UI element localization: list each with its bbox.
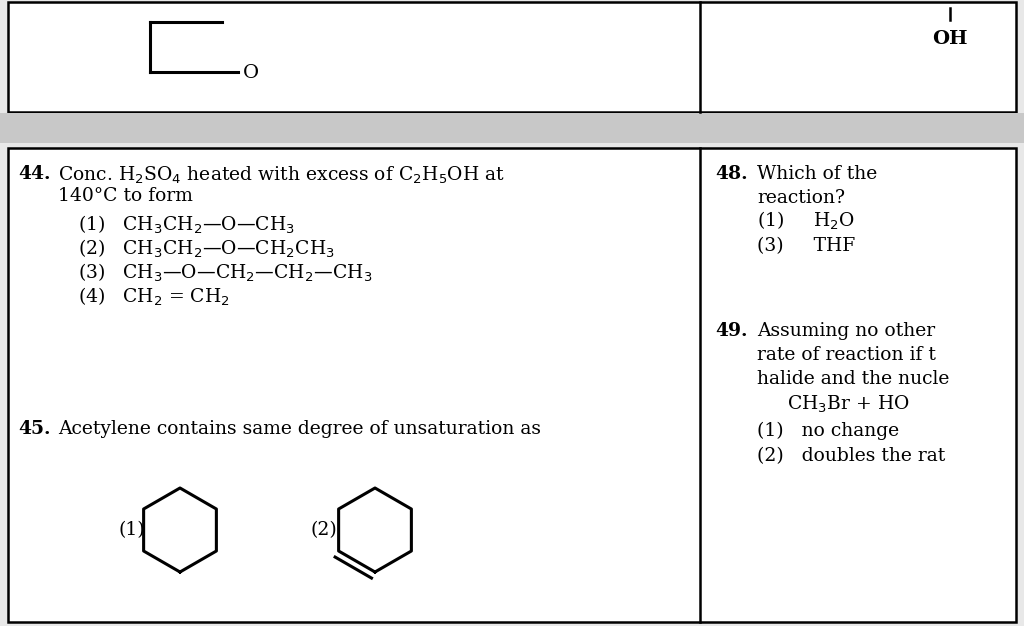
- Text: Which of the: Which of the: [757, 165, 878, 183]
- Text: rate of reaction if t: rate of reaction if t: [757, 346, 936, 364]
- Text: (2)   CH$_3$CH$_2$—O—CH$_2$CH$_3$: (2) CH$_3$CH$_2$—O—CH$_2$CH$_3$: [78, 238, 335, 260]
- Text: (4)   CH$_2$ = CH$_2$: (4) CH$_2$ = CH$_2$: [78, 286, 229, 308]
- Text: 48.: 48.: [715, 165, 748, 183]
- Text: Conc. H$_2$SO$_4$ heated with excess of C$_2$H$_5$OH at: Conc. H$_2$SO$_4$ heated with excess of …: [58, 165, 505, 187]
- Text: reaction?: reaction?: [757, 189, 845, 207]
- Text: (1): (1): [118, 521, 144, 539]
- Text: (2)   doubles the rat: (2) doubles the rat: [757, 447, 945, 465]
- Text: OH: OH: [932, 30, 968, 48]
- FancyBboxPatch shape: [8, 2, 1016, 112]
- Text: 45.: 45.: [18, 420, 50, 438]
- Text: (2): (2): [310, 521, 337, 539]
- Text: 44.: 44.: [18, 165, 50, 183]
- FancyBboxPatch shape: [0, 113, 1024, 143]
- Text: 49.: 49.: [715, 322, 748, 340]
- Text: CH$_3$Br + HO: CH$_3$Br + HO: [787, 394, 909, 415]
- Text: Acetylene contains same degree of unsaturation as: Acetylene contains same degree of unsatu…: [58, 420, 541, 438]
- Text: 140°C to form: 140°C to form: [58, 187, 193, 205]
- FancyBboxPatch shape: [8, 148, 1016, 622]
- Text: halide and the nucle: halide and the nucle: [757, 370, 949, 388]
- Text: Assuming no other: Assuming no other: [757, 322, 935, 340]
- Text: (1)   CH$_3$CH$_2$—O—CH$_3$: (1) CH$_3$CH$_2$—O—CH$_3$: [78, 214, 295, 236]
- Text: O: O: [243, 64, 259, 82]
- Text: (1)   no change: (1) no change: [757, 422, 899, 440]
- Text: (1)     H$_2$O: (1) H$_2$O: [757, 210, 855, 232]
- Text: (3)   CH$_3$—O—CH$_2$—CH$_2$—CH$_3$: (3) CH$_3$—O—CH$_2$—CH$_2$—CH$_3$: [78, 262, 373, 284]
- Text: (3)     THF: (3) THF: [757, 237, 855, 255]
